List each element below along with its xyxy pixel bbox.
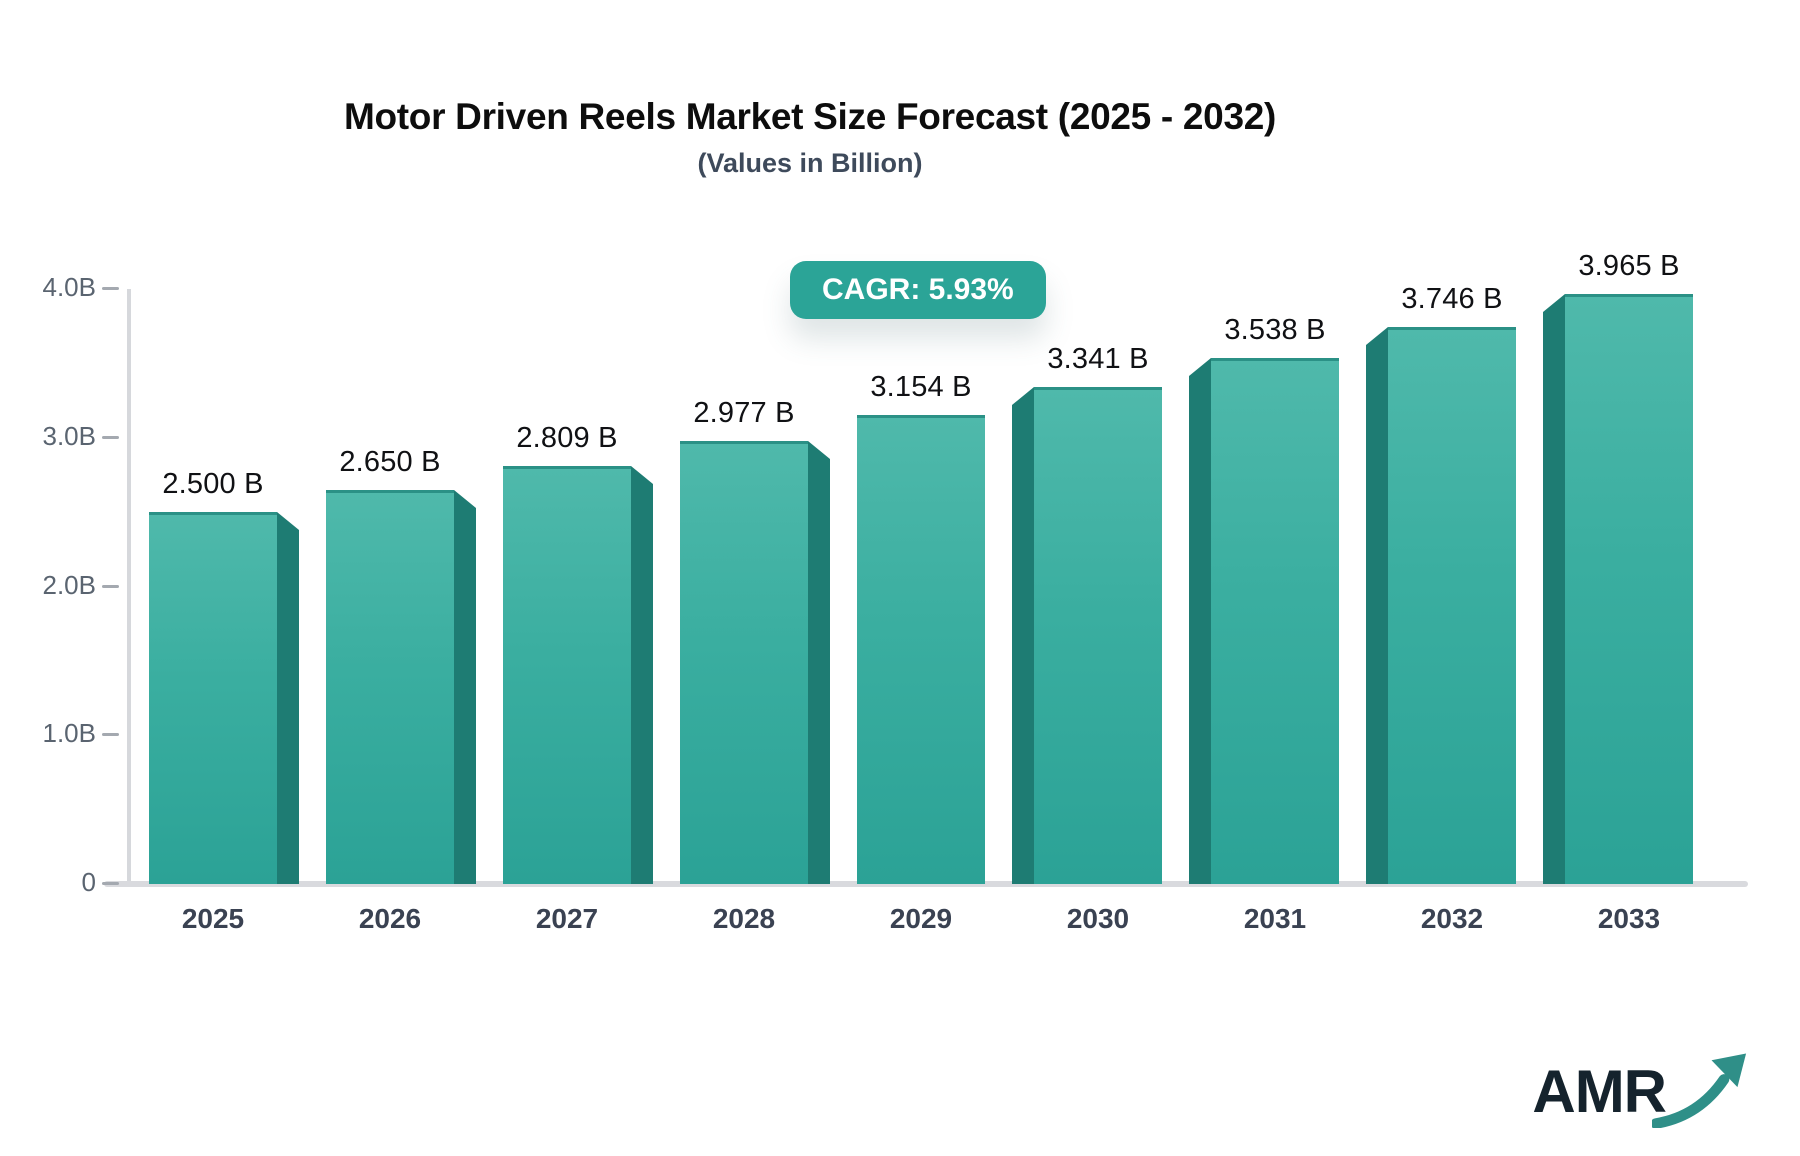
y-axis-tick xyxy=(102,733,119,737)
chart-title: Motor Driven Reels Market Size Forecast … xyxy=(343,96,1277,137)
bar xyxy=(149,512,277,884)
y-axis-tick xyxy=(102,584,119,588)
bar xyxy=(1388,327,1516,884)
bar-value-label: 3.341 B xyxy=(1047,343,1149,375)
bar-side-face xyxy=(1012,387,1034,884)
chart-subtitle: (Values in Billion) xyxy=(697,148,923,178)
bar-value-label: 3.965 B xyxy=(1578,250,1680,282)
x-axis-baseline xyxy=(104,881,1748,887)
bar-side-face xyxy=(1543,294,1565,884)
bar-value-label: 2.977 B xyxy=(693,397,795,429)
bar xyxy=(1565,294,1693,884)
x-axis-label: 2032 xyxy=(1420,903,1484,934)
x-axis-label: 2031 xyxy=(1243,903,1307,934)
bar-value-label: 3.746 B xyxy=(1401,283,1503,315)
amr-logo: AMR xyxy=(1532,1050,1748,1128)
bar xyxy=(1211,358,1339,884)
bar-side-face xyxy=(1189,358,1211,884)
y-axis-label: 0 xyxy=(81,867,96,897)
bar-value-label: 2.500 B xyxy=(162,468,264,500)
bar xyxy=(680,441,808,884)
bar xyxy=(503,466,631,884)
x-axis-label: 2033 xyxy=(1597,903,1661,934)
growth-arrow-icon xyxy=(1652,1053,1747,1128)
amr-logo-text: AMR xyxy=(1532,1058,1667,1125)
bar-value-label: 3.154 B xyxy=(870,371,972,403)
y-axis-label: 4.0B xyxy=(42,272,97,302)
bar-side-face xyxy=(808,441,830,884)
bar-value-label: 2.809 B xyxy=(516,422,618,454)
y-axis-tick xyxy=(102,287,119,290)
x-axis-label: 2029 xyxy=(889,903,953,934)
cagr-badge: CAGR: 5.93% xyxy=(790,261,1046,319)
y-axis-tick xyxy=(102,882,119,885)
y-axis-label: 3.0B xyxy=(42,420,97,451)
y-axis-tick xyxy=(102,435,119,439)
bar xyxy=(326,490,454,884)
x-axis-label: 2028 xyxy=(712,903,776,934)
bar xyxy=(857,415,985,884)
y-axis-label: 1.0B xyxy=(42,718,97,749)
x-axis-label: 2030 xyxy=(1066,903,1130,934)
x-axis-label: 2027 xyxy=(535,903,599,934)
bar xyxy=(1034,387,1162,884)
bar-value-label: 2.650 B xyxy=(339,446,441,478)
bar-value-label: 3.538 B xyxy=(1224,314,1326,346)
bar-side-face xyxy=(454,490,476,884)
x-axis-label: 2026 xyxy=(358,903,422,934)
bar-side-face xyxy=(631,466,653,884)
y-axis-label: 2.0B xyxy=(42,569,97,600)
bar-side-face xyxy=(1366,327,1388,884)
x-axis-label: 2025 xyxy=(181,903,245,934)
bar-side-face xyxy=(277,512,299,884)
y-axis-line xyxy=(127,289,131,884)
